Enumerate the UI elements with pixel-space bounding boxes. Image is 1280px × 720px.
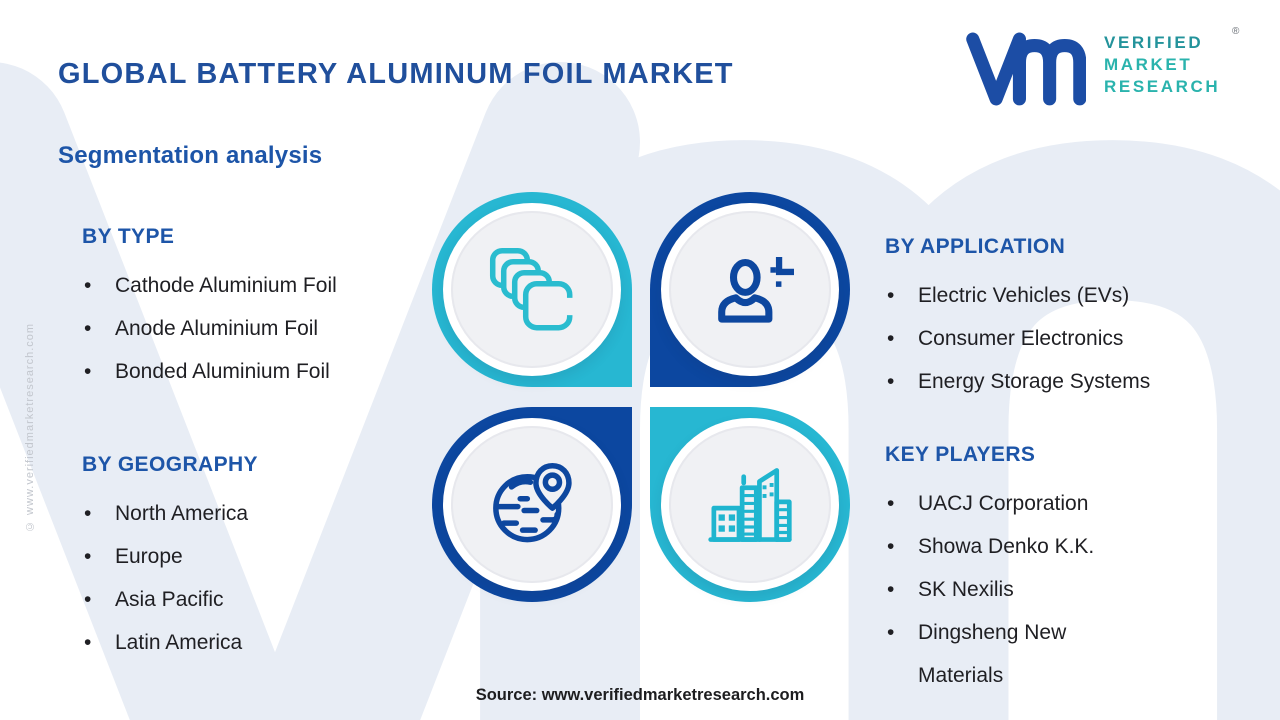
list-item: UACJ Corporation — [885, 482, 1137, 525]
vmr-monogram-icon — [966, 32, 1086, 106]
by-geography-list: North AmericaEuropeAsia PacificLatin Ame… — [82, 492, 442, 664]
list-item: Consumer Electronics — [885, 317, 1235, 360]
list-item: Showa Denko K.K. — [885, 525, 1137, 568]
by-type-list: Cathode Aluminium FoilAnode Aluminium Fo… — [82, 264, 442, 393]
quadrant-icon-plate — [451, 211, 613, 368]
side-copyright-watermark: © www.verifiedmarketresearch.com — [24, 322, 36, 532]
quadrant-by-geography — [432, 407, 632, 602]
layers-icon — [489, 247, 574, 330]
segmentation-clover — [432, 192, 850, 602]
quadrant-white-ring — [443, 203, 621, 376]
list-item: Asia Pacific — [82, 578, 442, 621]
list-item: Latin America — [82, 621, 442, 664]
list-item: Energy Storage Systems — [885, 360, 1235, 403]
quadrant-by-type — [432, 192, 632, 387]
quadrant-by-application — [650, 192, 850, 387]
source-text: Source: www.verifiedmarketresearch.com — [475, 686, 805, 704]
logo-line-verified: VERIFIED — [1104, 33, 1204, 52]
key-players-list: UACJ CorporationShowa Denko K.K.SK Nexil… — [885, 482, 1137, 697]
quadrant-white-ring — [661, 418, 839, 591]
quadrant-icon-plate — [669, 211, 831, 368]
section-title-by-geography: BY GEOGRAPHY — [82, 453, 258, 476]
list-item: Electric Vehicles (EVs) — [885, 274, 1235, 317]
logo-line-market: MARKET — [1104, 55, 1193, 74]
page-title: GLOBAL BATTERY ALUMINUM FOIL MARKET — [58, 58, 734, 90]
quadrant-white-ring — [443, 418, 621, 591]
page-subtitle: Segmentation analysis — [58, 142, 323, 169]
quadrant-icon-plate — [451, 426, 613, 583]
list-item: Dingsheng New Materials — [885, 611, 1137, 697]
user-plus-icon — [718, 256, 794, 323]
section-key-players: KEY PLAYERS UACJ CorporationShowa Denko … — [885, 443, 1137, 697]
section-title-key-players: KEY PLAYERS — [885, 443, 1036, 466]
registered-trademark-symbol: ® — [1232, 26, 1240, 37]
quadrant-white-ring — [661, 203, 839, 376]
section-title-by-type: BY TYPE — [82, 225, 175, 248]
quadrant-icon-plate — [669, 426, 831, 583]
globe-pin-icon — [493, 462, 572, 542]
list-item: SK Nexilis — [885, 568, 1137, 611]
vmr-logo: VERIFIED MARKET RESEARCH ® — [966, 26, 1266, 110]
list-item: North America — [82, 492, 442, 535]
buildings-icon — [708, 467, 792, 542]
logo-wordmark: VERIFIED MARKET RESEARCH — [1104, 32, 1220, 98]
list-item: Bonded Aluminium Foil — [82, 350, 442, 393]
list-item: Cathode Aluminium Foil — [82, 264, 442, 307]
list-item: Anode Aluminium Foil — [82, 307, 442, 350]
logo-line-research: RESEARCH — [1104, 77, 1221, 96]
section-title-by-application: BY APPLICATION — [885, 235, 1066, 258]
list-item: Europe — [82, 535, 442, 578]
section-by-geography: BY GEOGRAPHY North AmericaEuropeAsia Pac… — [82, 453, 442, 664]
section-by-application: BY APPLICATION Electric Vehicles (EVs)Co… — [885, 235, 1235, 403]
by-application-list: Electric Vehicles (EVs)Consumer Electron… — [885, 274, 1235, 403]
section-by-type: BY TYPE Cathode Aluminium FoilAnode Alum… — [82, 225, 442, 393]
quadrant-key-players — [650, 407, 850, 602]
